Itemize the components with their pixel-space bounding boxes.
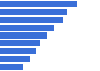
Bar [0,9,68,15]
Bar [0,56,30,62]
Bar [0,32,47,39]
Bar [0,25,54,31]
Bar [0,48,36,54]
Bar [0,17,63,23]
Bar [0,40,40,46]
Bar [0,1,77,7]
Bar [0,64,23,70]
